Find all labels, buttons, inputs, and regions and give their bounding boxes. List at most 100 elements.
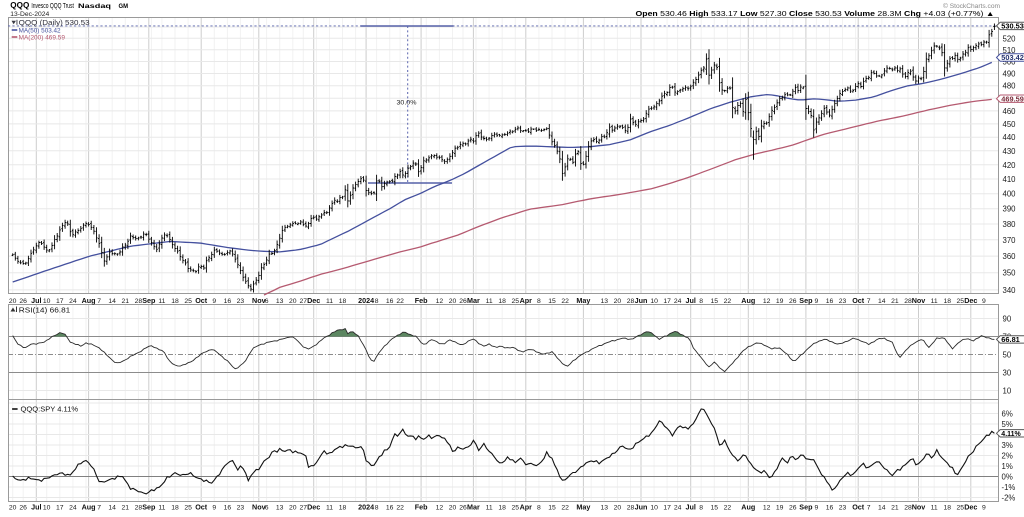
svg-text:18: 18 [498, 298, 506, 305]
svg-text:11: 11 [931, 298, 938, 305]
svg-text:20: 20 [614, 505, 622, 512]
svg-text:390: 390 [1003, 205, 1017, 214]
svg-text:15: 15 [548, 505, 556, 512]
svg-text:20: 20 [289, 298, 297, 305]
svg-text:18: 18 [498, 505, 506, 512]
svg-text:9: 9 [982, 505, 986, 512]
svg-text:21: 21 [122, 505, 130, 512]
svg-text:28: 28 [135, 505, 143, 512]
svg-text:28: 28 [904, 298, 912, 305]
svg-text:Dec: Dec [964, 503, 977, 512]
svg-text:20: 20 [449, 298, 457, 305]
svg-text:QQQ:SPY 4.11%: QQQ:SPY 4.11% [21, 405, 79, 414]
svg-text:17: 17 [56, 298, 64, 305]
svg-text:23: 23 [237, 298, 245, 305]
svg-text:16: 16 [224, 505, 232, 512]
svg-text:90: 90 [1003, 315, 1012, 324]
svg-text:460: 460 [1003, 107, 1017, 116]
svg-text:25: 25 [184, 298, 192, 305]
svg-text:15: 15 [711, 298, 719, 305]
svg-text:14: 14 [878, 505, 886, 512]
svg-text:11: 11 [326, 298, 333, 305]
svg-text:11: 11 [486, 298, 493, 305]
svg-text:Nov: Nov [252, 503, 266, 512]
svg-text:23: 23 [839, 298, 847, 305]
svg-text:Feb: Feb [415, 503, 428, 512]
svg-text:Oct: Oct [852, 503, 865, 512]
svg-text:Oct: Oct [195, 503, 208, 512]
svg-text:1%: 1% [1002, 462, 1013, 471]
svg-text:27: 27 [300, 298, 308, 305]
svg-text:Jun: Jun [635, 503, 648, 512]
svg-text:Mar: Mar [467, 503, 480, 512]
svg-text:11: 11 [326, 505, 333, 512]
svg-text:370: 370 [1003, 236, 1017, 245]
svg-text:16: 16 [826, 505, 834, 512]
svg-text:26: 26 [459, 505, 467, 512]
svg-text:9: 9 [815, 505, 819, 512]
svg-text:May: May [576, 296, 590, 305]
svg-text:20: 20 [9, 298, 17, 305]
svg-text:Jul: Jul [686, 296, 696, 305]
svg-text:15: 15 [711, 505, 719, 512]
svg-text:2024: 2024 [358, 296, 374, 305]
svg-text:Dec: Dec [964, 296, 977, 305]
svg-text:50: 50 [1003, 351, 1012, 360]
svg-text:Jul: Jul [686, 503, 696, 512]
svg-text:© StockCharts.com: © StockCharts.com [943, 2, 1001, 10]
svg-text:13: 13 [276, 505, 284, 512]
svg-text:500: 500 [1003, 58, 1017, 67]
svg-text:2%: 2% [1002, 452, 1013, 461]
svg-text:9: 9 [982, 298, 986, 305]
svg-text:15: 15 [548, 298, 556, 305]
svg-text:24: 24 [69, 505, 77, 512]
svg-text:-1%: -1% [1002, 483, 1016, 492]
svg-text:19: 19 [776, 505, 784, 512]
svg-text:17: 17 [663, 298, 671, 305]
svg-text:MA(50) 503.42: MA(50) 503.42 [19, 28, 61, 35]
svg-text:440: 440 [1003, 133, 1017, 142]
svg-text:2024: 2024 [358, 503, 374, 512]
svg-text:Open 530.46 High 533.17 Low 52: Open 530.46 High 533.17 Low 527.30 Close… [636, 11, 995, 18]
svg-text:4.11%: 4.11% [1001, 431, 1021, 438]
svg-text:25: 25 [957, 298, 965, 305]
svg-text:8: 8 [537, 505, 541, 512]
svg-text:20: 20 [289, 505, 297, 512]
svg-text:12: 12 [763, 298, 771, 305]
svg-text:Aug: Aug [741, 503, 755, 512]
svg-text:26: 26 [19, 298, 27, 305]
svg-text:340: 340 [1003, 286, 1017, 295]
svg-text:28: 28 [904, 505, 912, 512]
svg-text:3%: 3% [1002, 441, 1013, 450]
svg-text:30.0%: 30.0% [397, 100, 417, 107]
svg-text:7: 7 [97, 505, 101, 512]
svg-text:14: 14 [108, 505, 116, 512]
svg-text:8: 8 [537, 298, 541, 305]
svg-text:QQQ: QQQ [10, 1, 29, 10]
svg-text:14: 14 [108, 298, 116, 305]
svg-text:25: 25 [512, 505, 520, 512]
svg-text:22: 22 [396, 298, 404, 305]
svg-text:9: 9 [815, 298, 819, 305]
svg-text:18: 18 [339, 298, 347, 305]
svg-text:10: 10 [43, 298, 51, 305]
svg-text:26: 26 [459, 298, 467, 305]
svg-text:11: 11 [931, 505, 938, 512]
svg-text:May: May [576, 503, 590, 512]
svg-text:20: 20 [9, 505, 17, 512]
svg-text:8: 8 [699, 505, 703, 512]
svg-text:16: 16 [224, 298, 232, 305]
svg-text:GM: GM [119, 3, 129, 10]
svg-text:420: 420 [1003, 161, 1017, 170]
svg-text:Oct: Oct [195, 296, 208, 305]
svg-text:11: 11 [158, 298, 165, 305]
svg-text:410: 410 [1003, 175, 1017, 184]
svg-text:Sep: Sep [142, 503, 156, 512]
svg-text:450: 450 [1003, 120, 1017, 129]
svg-text:9: 9 [212, 505, 216, 512]
svg-text:18: 18 [171, 298, 179, 305]
svg-text:21: 21 [891, 298, 899, 305]
svg-text:12: 12 [436, 298, 444, 305]
svg-text:26: 26 [789, 505, 797, 512]
svg-text:16: 16 [826, 298, 834, 305]
